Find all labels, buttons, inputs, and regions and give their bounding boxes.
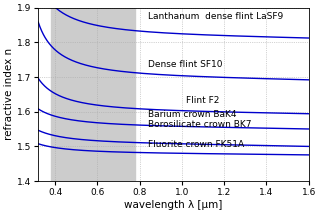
Text: Fluorite crown FK51A: Fluorite crown FK51A [148, 140, 244, 149]
Y-axis label: refractive index n: refractive index n [4, 48, 14, 140]
Text: Lanthanum  dense flint LaSF9: Lanthanum dense flint LaSF9 [148, 12, 283, 21]
Text: Dense flint SF10: Dense flint SF10 [148, 60, 223, 69]
Text: Barium crown BaK4: Barium crown BaK4 [148, 110, 236, 119]
Text: Flint F2: Flint F2 [186, 97, 220, 106]
Text: Borosilicate crown BK7: Borosilicate crown BK7 [148, 120, 252, 129]
X-axis label: wavelength λ [μm]: wavelength λ [μm] [124, 200, 223, 210]
Bar [51, 8, 135, 181]
